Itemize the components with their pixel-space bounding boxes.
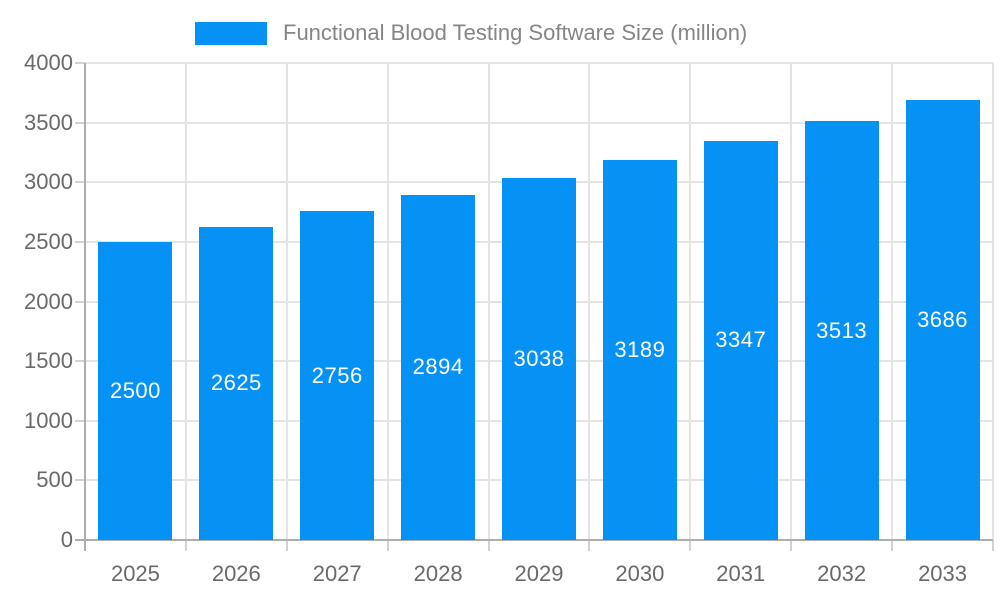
bar-value-label: 2756 [311,362,363,388]
gridline-vertical [891,63,894,540]
x-axis-label: 2029 [514,561,564,586]
x-axis-tick [285,540,288,551]
y-axis-line [84,63,86,551]
bar: 2756 [300,211,375,540]
gridline-vertical [689,63,692,540]
y-axis-tick [75,300,85,303]
y-axis-label: 0 [60,527,73,552]
y-axis-tick [75,360,85,363]
legend-label: Functional Blood Testing Software Size (… [283,20,748,45]
x-axis-label: 2030 [615,561,665,586]
x-axis-tick [790,540,793,551]
x-axis-label: 2027 [312,561,362,586]
y-axis-label: 2500 [24,228,73,254]
bar-value-label: 3189 [614,336,666,362]
x-axis-tick [386,540,389,551]
x-axis-label: 2031 [716,561,766,586]
y-axis-label: 1000 [24,407,73,433]
bar: 2625 [199,226,274,540]
x-axis-tick [487,540,490,551]
bar: 3038 [502,177,576,540]
y-axis-label: 500 [36,467,73,493]
gridline-vertical [285,63,288,540]
bar-value-label: 3347 [715,327,767,353]
x-axis-tick [891,540,894,551]
bar-value-label: 3686 [917,307,969,333]
bar-value-label: 2500 [109,377,161,403]
x-axis-tick [184,540,187,551]
gridline-vertical [386,63,389,540]
x-axis-tick [588,540,591,551]
y-axis-label: 1500 [24,348,73,374]
x-axis-label: 2026 [211,561,261,586]
gridline-vertical [588,63,591,540]
bar-value-label: 3038 [513,345,565,371]
x-axis-label: 2028 [413,561,463,586]
y-axis-label: 3000 [24,169,73,195]
bar-value-label: 2894 [412,354,464,380]
gridline-horizontal [85,62,993,64]
y-axis-tick [75,479,85,482]
bar-value-label: 2625 [210,370,262,396]
x-axis-label: 2033 [918,561,968,586]
bar: 3686 [905,100,980,540]
bar: 3189 [602,159,677,540]
x-axis-label: 2032 [817,561,867,586]
y-axis-tick [75,121,85,124]
x-axis-label: 2025 [110,561,160,586]
gridline-vertical [790,63,793,540]
y-axis-tick [75,240,85,243]
gridline-horizontal [85,121,993,124]
bar: 2500 [98,241,173,540]
bar: 2894 [401,194,476,540]
gridline-vertical [487,63,490,540]
y-axis-label: 2000 [24,288,73,314]
y-axis-tick [75,419,85,422]
bar: 3513 [804,121,879,540]
x-axis-tick [992,540,994,551]
y-axis-label: 4000 [24,50,73,75]
gridline-vertical [992,63,994,540]
x-axis-line [75,539,993,541]
gridline-vertical [184,63,187,540]
bar-value-label: 3513 [816,317,868,343]
y-axis-label: 3500 [24,109,73,135]
y-axis-tick [75,62,85,64]
y-axis-tick [75,181,85,184]
bar: 3347 [703,140,778,540]
x-axis-tick [689,540,692,551]
legend: Functional Blood Testing Software Size (… [195,18,747,48]
legend-swatch [195,21,267,45]
